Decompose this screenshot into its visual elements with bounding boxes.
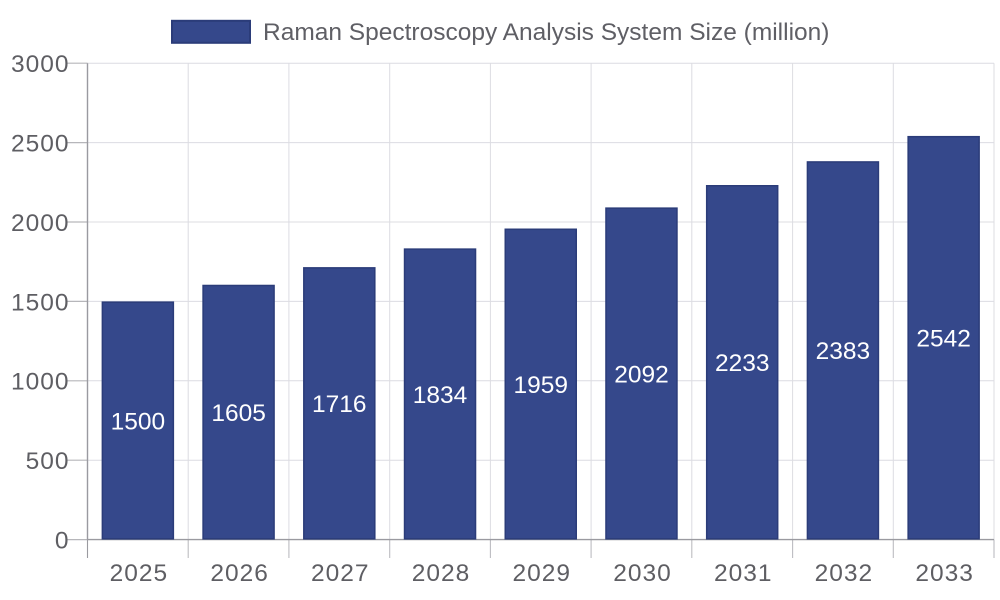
- svg-text:1500: 1500: [111, 408, 166, 435]
- svg-text:2233: 2233: [715, 350, 770, 377]
- svg-text:2026: 2026: [210, 560, 269, 587]
- svg-text:Raman Spectroscopy Analysis Sy: Raman Spectroscopy Analysis System Size …: [263, 19, 829, 46]
- svg-text:2033: 2033: [915, 560, 974, 587]
- svg-text:2030: 2030: [613, 560, 672, 587]
- svg-text:2092: 2092: [614, 361, 669, 388]
- svg-text:2542: 2542: [916, 326, 971, 353]
- svg-text:1716: 1716: [312, 391, 367, 418]
- svg-text:2029: 2029: [513, 560, 572, 587]
- svg-text:1959: 1959: [514, 372, 569, 399]
- svg-text:1834: 1834: [413, 382, 468, 409]
- svg-text:1605: 1605: [211, 400, 266, 427]
- svg-text:1000: 1000: [11, 369, 70, 396]
- svg-text:2031: 2031: [714, 560, 773, 587]
- svg-text:2000: 2000: [11, 210, 70, 237]
- svg-text:2025: 2025: [110, 560, 169, 587]
- svg-text:2027: 2027: [311, 560, 370, 587]
- svg-text:0: 0: [55, 528, 70, 555]
- svg-text:2032: 2032: [815, 560, 874, 587]
- svg-text:1500: 1500: [11, 289, 70, 316]
- svg-text:2383: 2383: [816, 338, 871, 365]
- svg-text:2500: 2500: [11, 131, 70, 158]
- svg-text:2028: 2028: [412, 560, 471, 587]
- svg-text:3000: 3000: [11, 51, 70, 78]
- svg-text:500: 500: [26, 448, 70, 475]
